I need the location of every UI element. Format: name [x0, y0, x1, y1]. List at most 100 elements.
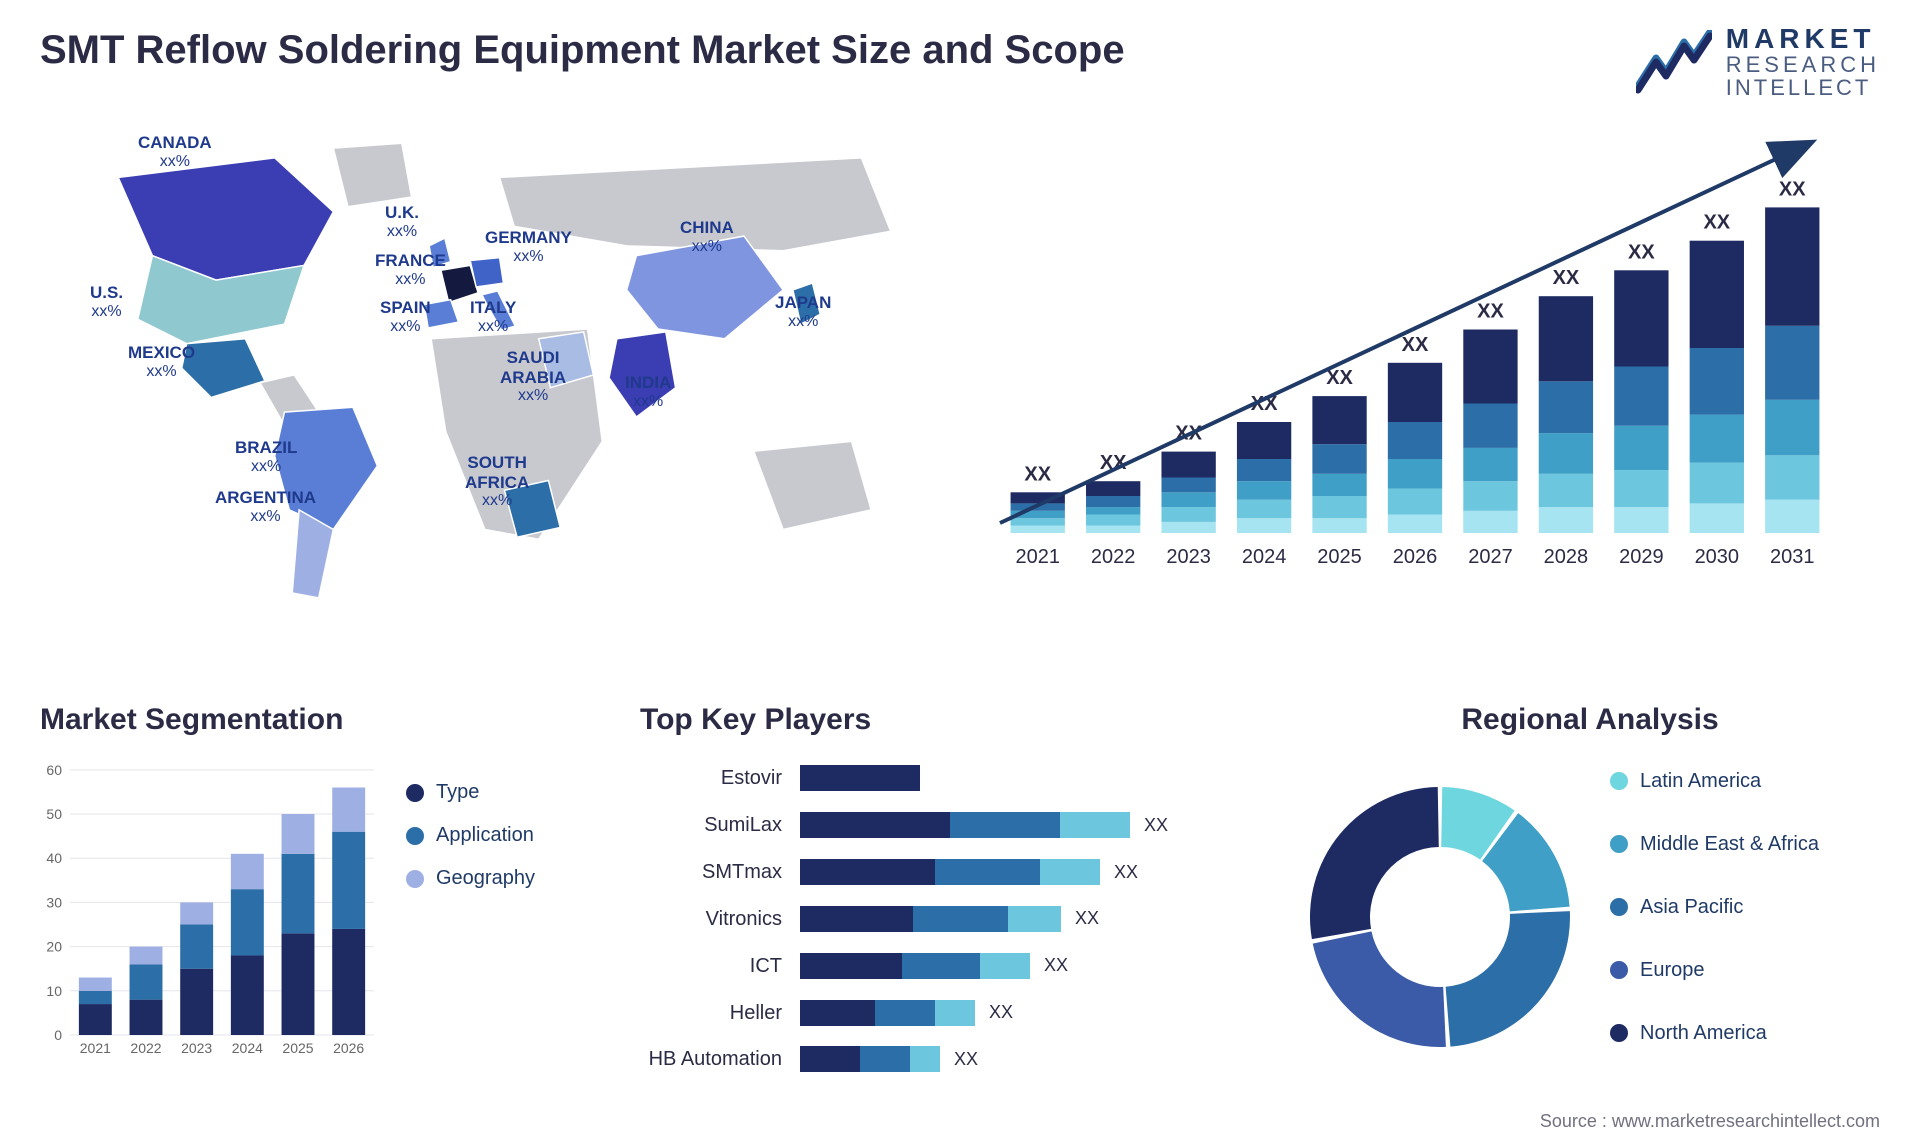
svg-text:2021: 2021 — [1015, 546, 1060, 568]
key-player-bar-segment — [800, 906, 913, 932]
svg-text:2023: 2023 — [1166, 546, 1211, 568]
key-player-bar-row: XX — [800, 859, 1260, 885]
legend-dot-icon — [406, 784, 424, 802]
key-player-bar-segment — [800, 1000, 875, 1026]
page-title: SMT Reflow Soldering Equipment Market Si… — [40, 28, 1880, 73]
svg-text:2025: 2025 — [282, 1040, 313, 1056]
key-player-name: Vitronics — [640, 908, 790, 930]
svg-text:XX: XX — [1024, 463, 1051, 485]
key-player-bar — [800, 953, 1030, 979]
map-label-saudi-arabia: SAUDIARABIAxx% — [500, 348, 566, 405]
map-label-brazil: BRAZILxx% — [235, 438, 297, 476]
donut-slice — [1313, 931, 1446, 1047]
svg-text:60: 60 — [46, 762, 62, 778]
key-player-bar-segment — [800, 765, 920, 791]
brand-logo: MARKET RESEARCH INTELLECT — [1636, 24, 1880, 100]
legend-label: Latin America — [1640, 770, 1761, 793]
key-player-bar-segment — [800, 859, 935, 885]
map-label-france: FRANCExx% — [375, 251, 446, 289]
key-player-bar-segment — [913, 906, 1008, 932]
svg-text:10: 10 — [46, 983, 62, 999]
legend-label: Application — [436, 824, 534, 847]
legend-dot-icon — [406, 827, 424, 845]
map-label-japan: JAPANxx% — [775, 293, 831, 331]
key-players-bars: XXXXXXXXXXXX — [800, 751, 1260, 1083]
segmentation-legend-item: Application — [406, 824, 535, 847]
svg-text:XX: XX — [1779, 178, 1806, 200]
segmentation-legend: Type Application Geography — [406, 751, 535, 1083]
map-label-south-africa: SOUTHAFRICAxx% — [465, 453, 529, 510]
svg-text:2030: 2030 — [1695, 546, 1740, 568]
key-player-bar-row: XX — [800, 953, 1260, 979]
map-label-china: CHINAxx% — [680, 218, 734, 256]
key-player-bar — [800, 1046, 940, 1072]
legend-dot-icon — [406, 870, 424, 888]
donut-slice — [1310, 787, 1439, 939]
key-player-bar-segment — [1040, 859, 1100, 885]
svg-text:2024: 2024 — [1242, 546, 1287, 568]
key-player-bar-segment — [1008, 906, 1061, 932]
key-player-bar-segment — [800, 1046, 860, 1072]
key-player-bar-row: XX — [800, 906, 1260, 932]
key-player-name: SumiLax — [640, 814, 790, 836]
legend-dot-icon — [1610, 772, 1628, 790]
segmentation-bar-chart: 0102030405060202120222023202420252026 — [40, 751, 380, 1061]
growth-bar-chart: XX2021XX2022XX2023XX2024XX2025XX2026XX20… — [980, 103, 1860, 603]
logo-mark-icon — [1636, 30, 1712, 94]
regional-legend: Latin America Middle East & Africa Asia Pa… — [1610, 770, 1880, 1065]
svg-text:50: 50 — [46, 806, 62, 822]
key-player-value: XX — [1114, 862, 1138, 883]
logo-text-2: RESEARCH — [1726, 53, 1880, 76]
map-label-u-s-: U.S.xx% — [90, 283, 123, 321]
map-label-argentina: ARGENTINAxx% — [215, 488, 316, 526]
key-players-title: Top Key Players — [640, 703, 1260, 737]
map-label-india: INDIAxx% — [625, 373, 671, 411]
key-player-bar-segment — [800, 953, 902, 979]
svg-text:XX: XX — [1326, 367, 1353, 389]
svg-text:2023: 2023 — [181, 1040, 212, 1056]
key-player-name: ICT — [640, 955, 790, 977]
world-map-panel: CANADAxx%U.S.xx%MEXICOxx%BRAZILxx%ARGENT… — [40, 103, 940, 663]
key-player-bar — [800, 1000, 975, 1026]
segmentation-legend-item: Geography — [406, 867, 535, 890]
regional-legend-item: Asia Pacific — [1610, 896, 1880, 919]
map-label-canada: CANADAxx% — [138, 133, 212, 171]
regional-legend-item: Middle East & Africa — [1610, 833, 1880, 856]
legend-label: Type — [436, 781, 479, 804]
logo-text-3: INTELLECT — [1726, 76, 1880, 99]
svg-text:30: 30 — [46, 894, 62, 910]
svg-text:2028: 2028 — [1544, 546, 1589, 568]
key-player-bar-segment — [860, 1046, 910, 1072]
key-player-bar — [800, 859, 1100, 885]
segmentation-legend-item: Type — [406, 781, 535, 804]
key-player-bar-segment — [1060, 812, 1130, 838]
key-player-bar-segment — [875, 1000, 935, 1026]
key-player-value: XX — [989, 1002, 1013, 1023]
key-player-bar-row: XX — [800, 1000, 1260, 1026]
svg-text:2025: 2025 — [1317, 546, 1362, 568]
regional-panel: Regional Analysis Latin AmericaMiddle Ea… — [1300, 703, 1880, 1083]
svg-text:2029: 2029 — [1619, 546, 1664, 568]
key-player-bar-segment — [950, 812, 1060, 838]
key-player-bar — [800, 765, 920, 791]
regional-legend-item: Latin America — [1610, 770, 1880, 793]
segmentation-panel: Market Segmentation 01020304050602021202… — [40, 703, 600, 1083]
key-players-labels: EstovirSumiLaxSMTmaxVitronicsICTHellerHB… — [640, 751, 790, 1083]
logo-text-1: MARKET — [1726, 24, 1880, 53]
key-player-name: SMTmax — [640, 861, 790, 883]
svg-text:XX: XX — [1553, 267, 1580, 289]
regional-legend-item: North America — [1610, 1022, 1880, 1045]
map-label-spain: SPAINxx% — [380, 298, 431, 336]
svg-text:2026: 2026 — [1393, 546, 1438, 568]
svg-text:0: 0 — [54, 1027, 62, 1043]
key-player-bar-row: XX — [800, 812, 1260, 838]
key-player-bar-segment — [910, 1046, 940, 1072]
map-region-greenland — [333, 143, 411, 207]
key-player-bar — [800, 906, 1061, 932]
key-player-name: Heller — [640, 1002, 790, 1024]
source-attribution: Source : www.marketresearchintellect.com — [1540, 1111, 1880, 1132]
regional-legend-item: Europe — [1610, 959, 1880, 982]
key-player-bar-segment — [935, 1000, 975, 1026]
key-player-value: XX — [1075, 908, 1099, 929]
svg-text:20: 20 — [46, 939, 62, 955]
